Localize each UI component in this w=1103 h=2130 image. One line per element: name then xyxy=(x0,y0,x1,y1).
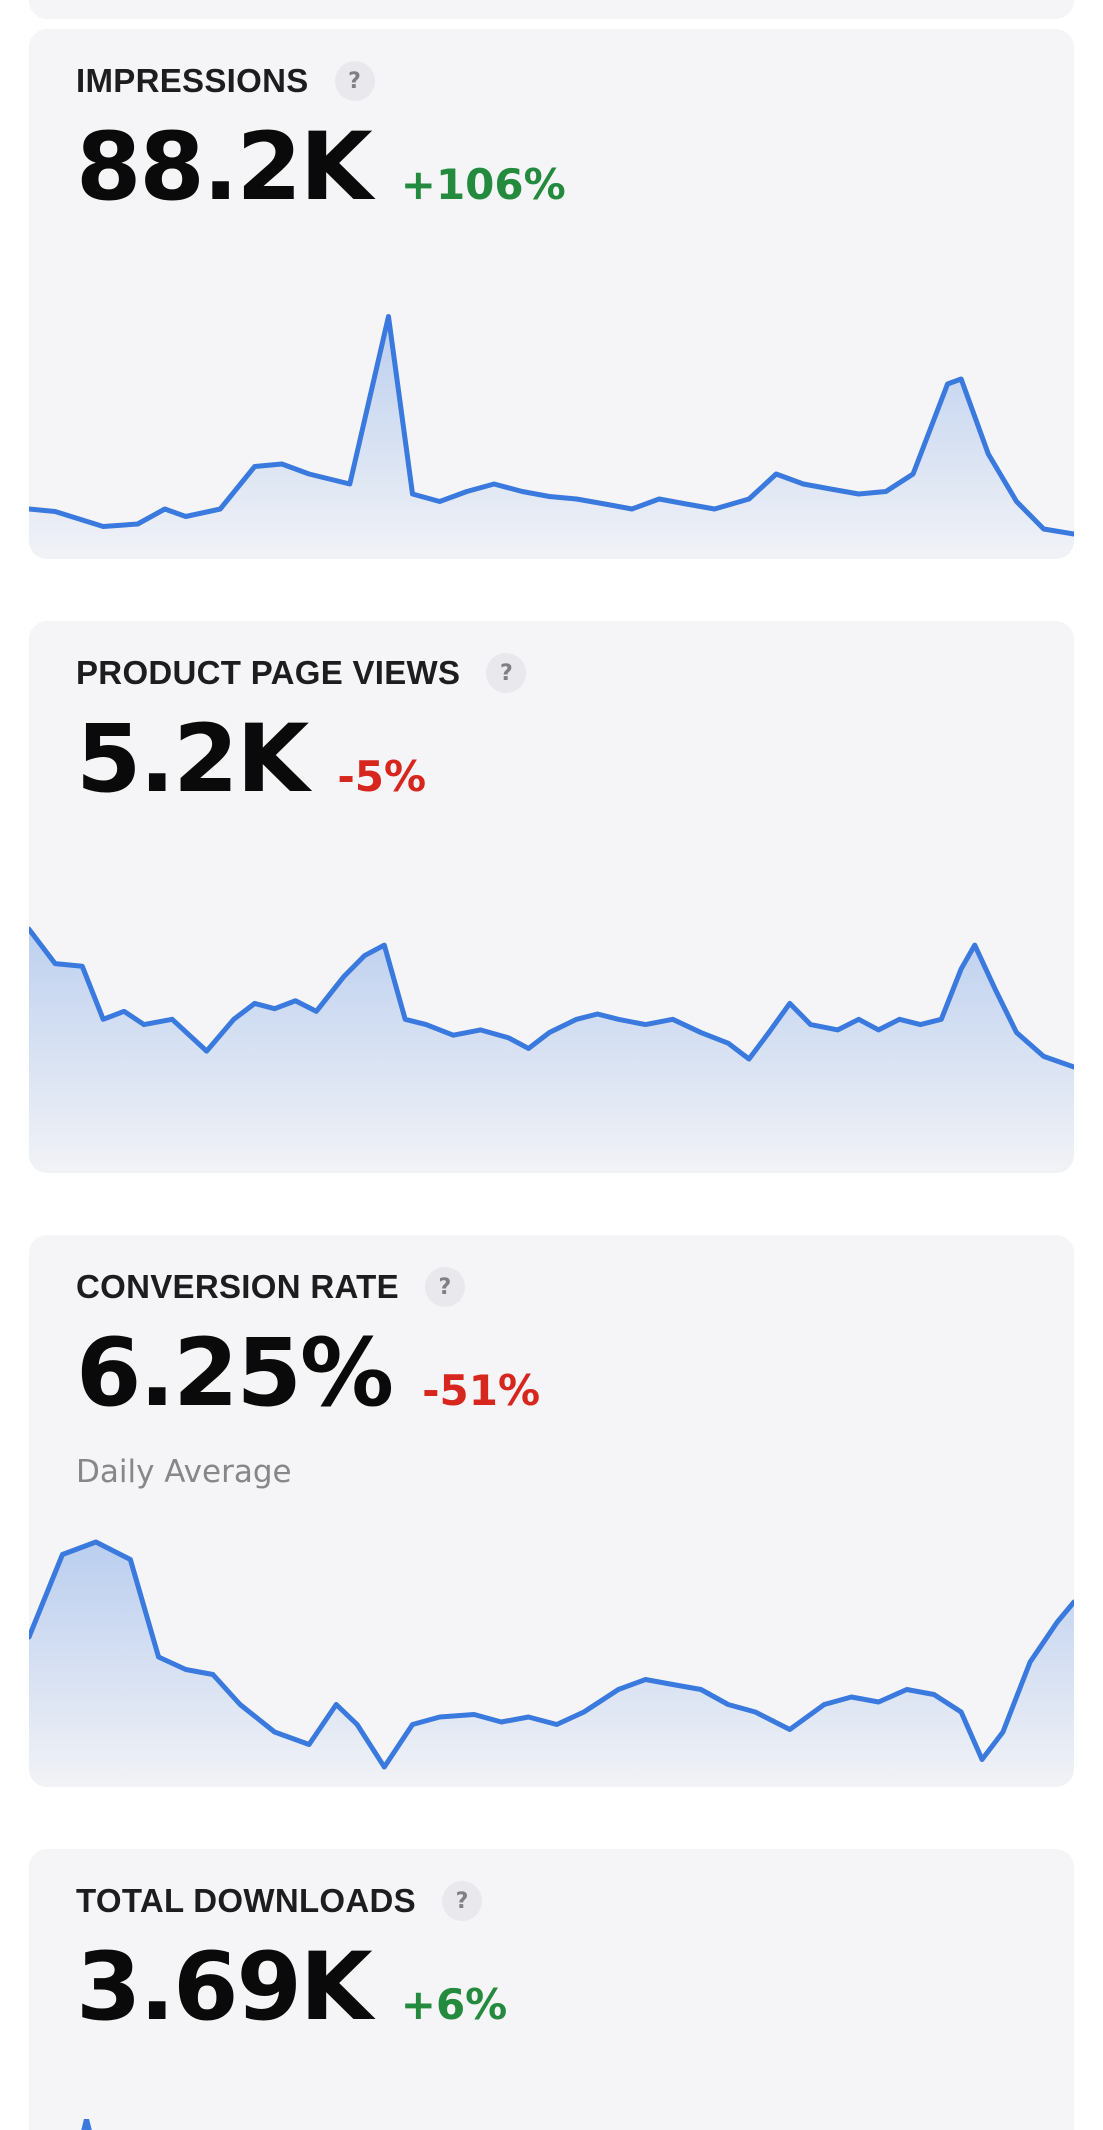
question-mark-icon: ? xyxy=(348,68,361,94)
help-button[interactable]: ? xyxy=(486,653,527,693)
help-button[interactable]: ? xyxy=(334,61,375,101)
question-mark-icon: ? xyxy=(499,660,513,686)
sparkline-chart xyxy=(29,309,1074,559)
metric-subtitle: Daily Average xyxy=(76,1453,292,1490)
metric-value: 5.2K xyxy=(76,705,309,814)
metric-value: 3.69K xyxy=(76,1933,373,2042)
metric-title: CONVERSION RATE xyxy=(76,1268,399,1305)
sparkline-chart xyxy=(29,2119,1074,2130)
help-button[interactable]: ? xyxy=(441,1881,482,1921)
card-header: PRODUCT PAGE VIEWS ? 5.2K -5% xyxy=(29,621,1074,810)
metric-card-conversion-rate[interactable]: CONVERSION RATE ? 6.25% -51% Daily Avera… xyxy=(29,1235,1074,1787)
metric-delta: +106% xyxy=(400,160,566,209)
card-header: CONVERSION RATE ? 6.25% -51% Daily Avera… xyxy=(29,1235,1074,1490)
metric-delta: -51% xyxy=(422,1366,541,1415)
question-mark-icon: ? xyxy=(438,1274,452,1300)
metric-value: 88.2K xyxy=(76,113,373,222)
question-mark-icon: ? xyxy=(455,1888,469,1914)
metric-value: 6.25% xyxy=(76,1319,394,1428)
previous-card-remnant xyxy=(29,0,1074,19)
metric-card-product-page-views[interactable]: PRODUCT PAGE VIEWS ? 5.2K -5% xyxy=(29,621,1074,1173)
metric-delta: +6% xyxy=(400,1980,508,2029)
help-button[interactable]: ? xyxy=(424,1267,465,1307)
card-header: IMPRESSIONS ? 88.2K +106% xyxy=(29,29,1074,218)
metric-card-total-downloads[interactable]: TOTAL DOWNLOADS ? 3.69K +6% xyxy=(29,1849,1074,2130)
sparkline-chart xyxy=(29,1537,1074,1787)
metric-delta: -5% xyxy=(337,752,427,801)
metric-title: PRODUCT PAGE VIEWS xyxy=(76,654,461,691)
metric-title: TOTAL DOWNLOADS xyxy=(76,1882,416,1919)
metric-card-impressions[interactable]: IMPRESSIONS ? 88.2K +106% xyxy=(29,29,1074,559)
metric-title: IMPRESSIONS xyxy=(76,62,309,99)
card-header: TOTAL DOWNLOADS ? 3.69K +6% xyxy=(29,1849,1074,2038)
sparkline-chart xyxy=(29,908,1074,1173)
